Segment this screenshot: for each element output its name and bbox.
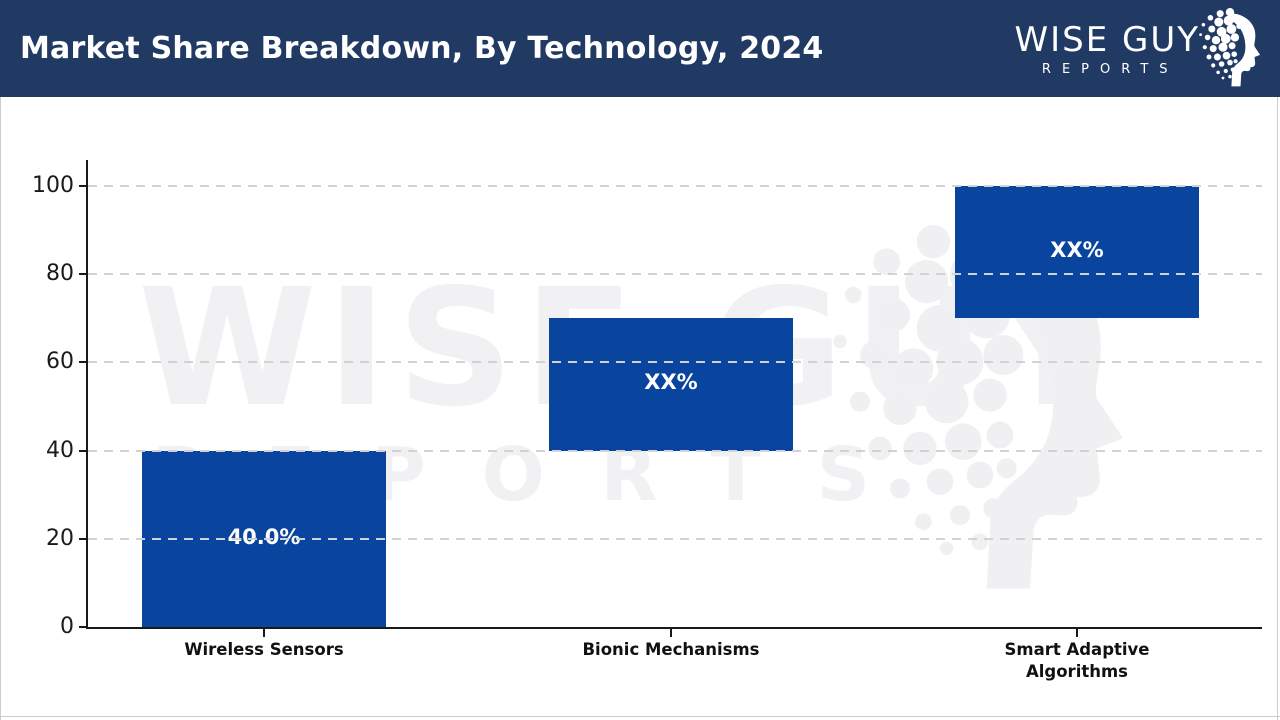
x-category-label: Smart Adaptive Algorithms — [1004, 640, 1150, 681]
y-tick-mark — [79, 449, 87, 452]
bar-value-label: 40.0% — [227, 524, 301, 549]
brand-logo-line2: REPORTS — [1041, 62, 1179, 77]
gridline-20 — [88, 537, 1262, 540]
gridline-40 — [88, 449, 1262, 452]
y-tick-label: 60 — [46, 349, 74, 375]
x-category-label: Wireless Sensors — [184, 640, 344, 659]
y-tick-label: 20 — [46, 525, 74, 551]
border-left-line — [0, 97, 1, 720]
gridline-80 — [88, 273, 1262, 276]
x-tick-mark — [263, 629, 265, 637]
y-tick-mark — [79, 537, 87, 540]
x-tick-mark — [1076, 629, 1078, 637]
brand-logo: WISE GUY REPORTS — [1014, 7, 1266, 92]
y-tick-mark — [79, 273, 87, 276]
y-axis-spine — [86, 160, 88, 629]
bar-2: XX% — [955, 186, 1199, 319]
x-axis-spine — [86, 627, 1262, 629]
brand-logo-line1: WISE GUY — [1014, 20, 1200, 60]
border-right-line — [1277, 97, 1278, 720]
gridline-60 — [88, 361, 1262, 364]
bar-value-label: XX% — [1050, 238, 1104, 263]
y-tick-label: 40 — [46, 437, 74, 463]
y-tick-label: 80 — [46, 261, 74, 287]
x-category-label: Bionic Mechanisms — [582, 640, 760, 659]
brand-head-icon — [1199, 7, 1261, 86]
y-tick-mark — [79, 626, 87, 628]
gridline-100 — [88, 185, 1262, 187]
brand-logo-text: WISE GUY REPORTS — [1014, 23, 1200, 76]
y-tick-mark — [79, 361, 87, 364]
bar-1: XX% — [549, 318, 793, 451]
y-tick-label: 100 — [32, 173, 74, 198]
bar-value-label: XX% — [644, 370, 698, 395]
border-bottom-line — [0, 716, 1280, 717]
x-tick-mark — [670, 629, 672, 637]
y-tick-label: 0 — [60, 614, 74, 639]
header-bar: Market Share Breakdown, By Technology, 2… — [0, 0, 1280, 97]
y-tick-mark — [79, 185, 87, 187]
chart-title: Market Share Breakdown, By Technology, 2… — [20, 31, 824, 66]
